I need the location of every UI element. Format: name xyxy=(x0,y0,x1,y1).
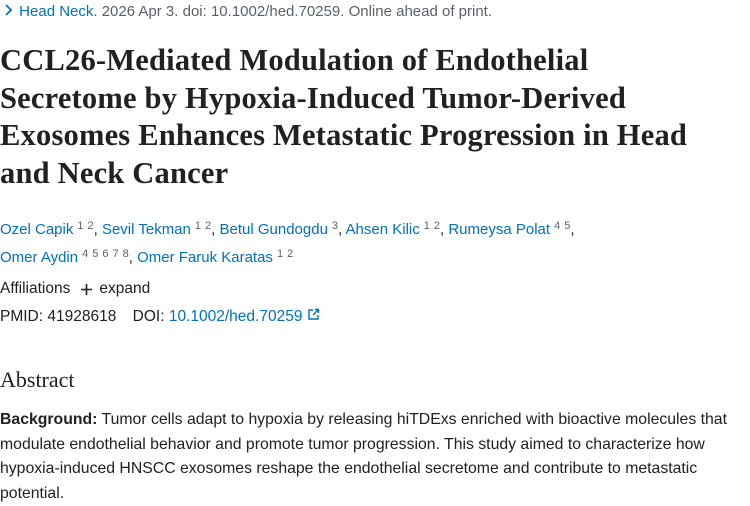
affiliation-number: 8 xyxy=(122,248,129,260)
author: Omer Aydin 4 5 6 7 8, xyxy=(0,248,133,266)
author-name[interactable]: Rumeysa Polat xyxy=(448,221,551,238)
affiliation-number: 2 xyxy=(205,220,212,232)
external-link-icon xyxy=(308,308,319,320)
citation: Head Neck. 2026 Apr 3. doi: 10.1002/hed.… xyxy=(3,3,492,20)
background-text: Tumor cells adapt to hypoxia by releasin… xyxy=(0,411,727,502)
pmid: 41928618 xyxy=(47,308,117,325)
author-name[interactable]: Omer Faruk Karatas xyxy=(137,249,273,266)
affiliation-number: 4 xyxy=(554,220,561,232)
affiliation-number: 1 xyxy=(194,220,202,232)
affiliation-number: 7 xyxy=(112,248,119,260)
author-separator: , xyxy=(128,249,133,266)
author-name[interactable]: Ozel Capik xyxy=(0,221,74,238)
affiliations-label: Affiliations xyxy=(0,280,71,297)
author-separator: , xyxy=(338,221,343,238)
identifiers: PMID: 41928618 DOI: 10.1002/hed.70259 xyxy=(0,308,320,326)
journal-link[interactable]: Head Neck. xyxy=(19,3,98,20)
background-label: Background: xyxy=(0,411,98,428)
affiliation-number: 2 xyxy=(87,220,94,232)
author: Ahsen Kilic 1 2, xyxy=(345,220,445,238)
pmid-label: PMID: xyxy=(0,308,44,325)
author-separator: , xyxy=(93,221,98,238)
affiliation-number: 3 xyxy=(331,220,339,232)
affiliation-number: 6 xyxy=(102,248,109,260)
affiliations: Affiliations expand xyxy=(0,280,150,298)
citation-details: 2026 Apr 3. doi: 10.1002/hed.70259. Onli… xyxy=(97,3,493,20)
author-separator: , xyxy=(570,221,575,238)
article-title: CCL26-Mediated Modulation of Endothelial… xyxy=(0,43,688,190)
author-name[interactable]: Betul Gundogdu xyxy=(219,221,328,238)
abstract-background: Background: Tumor cells adapt to hypoxia… xyxy=(0,408,748,506)
expand-label: expand xyxy=(99,280,151,297)
affiliation-number: 5 xyxy=(564,220,571,232)
chevron-icon xyxy=(5,4,13,16)
expand-toggle[interactable]: expand xyxy=(80,280,150,298)
abstract-heading: Abstract xyxy=(0,367,75,392)
doi-label: DOI: xyxy=(132,308,165,325)
author-name[interactable]: Ahsen Kilic xyxy=(345,221,420,238)
author-name[interactable]: Omer Aydin xyxy=(0,249,79,266)
doi-link[interactable]: 10.1002/hed.70259 xyxy=(168,308,303,325)
affiliation-number: 1 xyxy=(276,248,284,260)
affiliation-number: 5 xyxy=(92,248,99,260)
affiliation-number: 2 xyxy=(433,220,440,232)
affiliation-number: 1 xyxy=(77,220,84,232)
author-separator: , xyxy=(211,221,216,238)
author-name[interactable]: Sevil Tekman xyxy=(101,221,191,238)
author-list: Ozel Capik 1 2, Sevil Tekman 1 2, Betul Gund… xyxy=(0,214,680,270)
author-separator: , xyxy=(440,221,445,238)
author: Rumeysa Polat 4 5, xyxy=(448,220,575,238)
plus-icon xyxy=(81,283,93,295)
author: Omer Faruk Karatas 1 2 xyxy=(137,248,294,266)
author: Ozel Capik 1 2, xyxy=(0,220,98,238)
author: Sevil Tekman 1 2, xyxy=(101,220,216,238)
affiliation-number: 2 xyxy=(287,248,294,260)
affiliation-number: 1 xyxy=(423,220,430,232)
author: Betul Gundogdu 3, xyxy=(219,220,343,238)
affiliation-number: 4 xyxy=(82,248,89,260)
